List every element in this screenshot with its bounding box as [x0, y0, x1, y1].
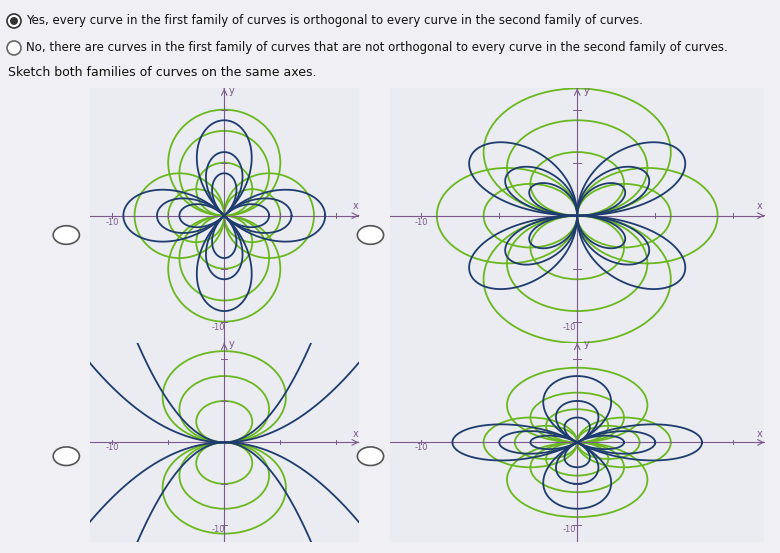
Text: -10: -10 — [562, 323, 576, 332]
Text: -10: -10 — [212, 525, 225, 534]
Text: x: x — [757, 201, 762, 211]
Circle shape — [357, 447, 384, 466]
Text: y: y — [229, 86, 235, 96]
Text: -10: -10 — [414, 443, 428, 452]
Circle shape — [357, 226, 384, 244]
Text: x: x — [353, 201, 359, 211]
Text: x: x — [353, 430, 359, 440]
Text: -10: -10 — [105, 218, 119, 227]
Circle shape — [53, 226, 80, 244]
Text: -10: -10 — [414, 218, 428, 227]
Circle shape — [53, 447, 80, 466]
Text: Yes, every curve in the first family of curves is orthogonal to every curve in t: Yes, every curve in the first family of … — [26, 14, 643, 28]
Text: y: y — [583, 339, 589, 349]
Circle shape — [7, 41, 21, 55]
Text: y: y — [229, 339, 235, 349]
Text: -10: -10 — [105, 443, 119, 452]
Text: -10: -10 — [562, 525, 576, 534]
Text: x: x — [757, 430, 762, 440]
Text: Sketch both families of curves on the same axes.: Sketch both families of curves on the sa… — [8, 66, 317, 80]
Circle shape — [10, 17, 18, 25]
Circle shape — [7, 14, 21, 28]
Text: -10: -10 — [212, 323, 225, 332]
Text: No, there are curves in the first family of curves that are not orthogonal to ev: No, there are curves in the first family… — [26, 41, 728, 55]
Text: y: y — [583, 86, 589, 96]
